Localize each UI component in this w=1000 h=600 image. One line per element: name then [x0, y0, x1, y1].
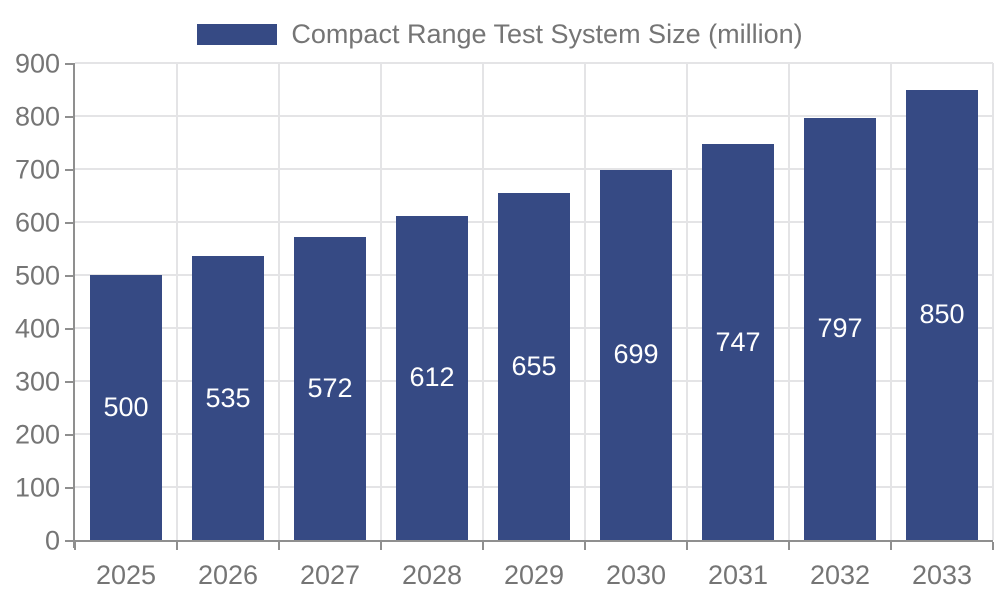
y-tick-200 — [65, 434, 73, 436]
gridline-h-800 — [75, 115, 993, 117]
x-tick-8 — [890, 542, 892, 550]
x-axis-line — [67, 540, 993, 542]
legend-swatch — [197, 24, 278, 45]
y-tick-700 — [65, 169, 73, 171]
y-tick-0 — [65, 540, 73, 542]
gridline-v-5 — [584, 63, 586, 540]
y-axis-label-600: 600 — [14, 207, 60, 238]
x-axis-label-2032: 2032 — [809, 560, 871, 590]
bar-value-label-2031: 747 — [715, 326, 761, 357]
bar-2029[interactable]: 655 — [498, 192, 570, 540]
bar-value-label-2032: 797 — [817, 313, 863, 344]
x-tick-7 — [788, 542, 790, 550]
gridline-v-4 — [482, 63, 484, 540]
y-axis-label-900: 900 — [14, 48, 60, 79]
gridline-v-2 — [278, 63, 280, 540]
gridline-v-8 — [890, 63, 892, 540]
x-tick-2 — [278, 542, 280, 550]
x-axis-label-2031: 2031 — [707, 560, 769, 590]
y-axis-label-700: 700 — [14, 154, 60, 185]
y-axis-label-100: 100 — [14, 472, 60, 503]
y-axis-label-800: 800 — [14, 101, 60, 132]
gridline-h-900 — [75, 62, 993, 64]
y-tick-300 — [65, 381, 73, 383]
gridline-v-3 — [380, 63, 382, 540]
bar-2032[interactable]: 797 — [804, 117, 876, 540]
y-axis-label-0: 0 — [44, 525, 60, 556]
gridline-v-9 — [992, 63, 994, 540]
x-axis-label-2029: 2029 — [503, 560, 565, 590]
bar-2033[interactable]: 850 — [906, 89, 978, 540]
gridline-v-1 — [176, 63, 178, 540]
bar-2026[interactable]: 535 — [192, 256, 264, 540]
gridline-v-6 — [686, 63, 688, 540]
x-axis-label-2033: 2033 — [911, 560, 973, 590]
x-axis-label-2027: 2027 — [299, 560, 361, 590]
y-tick-400 — [65, 328, 73, 330]
legend-item[interactable]: Compact Range Test System Size (million) — [197, 19, 803, 50]
y-tick-600 — [65, 222, 73, 224]
bar-value-label-2030: 699 — [613, 339, 659, 370]
x-axis-label-2028: 2028 — [401, 560, 463, 590]
y-axis-label-500: 500 — [14, 260, 60, 291]
legend-series-label: Compact Range Test System Size (million) — [291, 19, 803, 49]
y-tick-800 — [65, 116, 73, 118]
x-tick-4 — [482, 542, 484, 550]
bar-value-label-2033: 850 — [919, 299, 965, 330]
bar-value-label-2027: 572 — [307, 372, 353, 403]
y-tick-900 — [65, 63, 73, 65]
x-tick-0 — [74, 542, 76, 550]
y-axis-label-400: 400 — [14, 313, 60, 344]
bar-2025[interactable]: 500 — [90, 275, 162, 540]
x-axis-label-2025: 2025 — [95, 560, 157, 590]
bar-2031[interactable]: 747 — [702, 144, 774, 540]
gridline-h-700 — [75, 168, 993, 170]
x-tick-5 — [584, 542, 586, 550]
legend: Compact Range Test System Size (million) — [0, 19, 1000, 50]
x-axis-label-2030: 2030 — [605, 560, 667, 590]
x-tick-9 — [992, 542, 994, 550]
x-tick-6 — [686, 542, 688, 550]
bar-2028[interactable]: 612 — [396, 215, 468, 540]
bar-value-label-2029: 655 — [511, 350, 557, 381]
x-axis-label-2026: 2026 — [197, 560, 259, 590]
bar-2030[interactable]: 699 — [600, 169, 672, 540]
bar-2027[interactable]: 572 — [294, 236, 366, 540]
x-tick-3 — [380, 542, 382, 550]
y-axis-label-200: 200 — [14, 419, 60, 450]
y-tick-500 — [65, 275, 73, 277]
y-axis-label-300: 300 — [14, 366, 60, 397]
y-axis-line — [73, 63, 75, 548]
y-tick-100 — [65, 487, 73, 489]
bar-value-label-2028: 612 — [409, 362, 455, 393]
gridline-v-7 — [788, 63, 790, 540]
bar-value-label-2026: 535 — [205, 382, 251, 413]
bar-value-label-2025: 500 — [103, 392, 149, 422]
x-tick-1 — [176, 542, 178, 550]
